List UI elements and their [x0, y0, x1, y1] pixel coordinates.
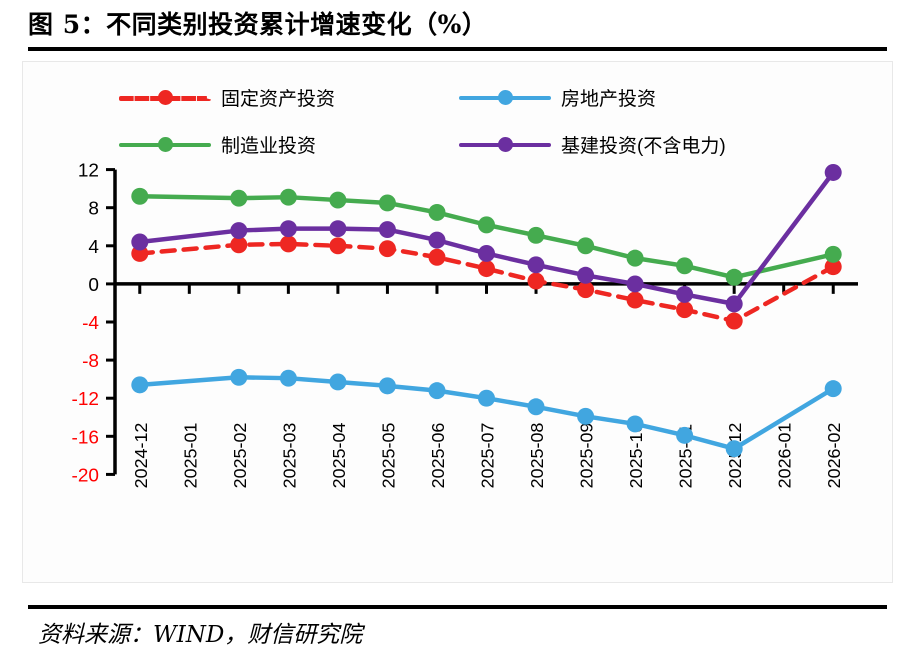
series-marker-固定资产投资: [378, 240, 396, 258]
series-marker-制造业投资: [279, 188, 297, 206]
series-marker-房地产投资: [230, 368, 248, 386]
series-marker-制造业投资: [329, 191, 347, 209]
series-marker-固定资产投资: [329, 237, 347, 255]
legend-swatch-infrastructure: [459, 136, 551, 154]
series-marker-固定资产投资: [577, 281, 595, 299]
series-marker-制造业投资: [230, 189, 248, 207]
series-marker-制造业投资: [577, 237, 595, 255]
series-marker-固定资产投资: [230, 236, 248, 254]
series-marker-房地产投资: [824, 380, 842, 398]
legend-label-fixed-asset: 固定资产投资: [221, 89, 336, 110]
series-marker-房地产投资: [478, 389, 495, 407]
series-marker-房地产投资: [676, 426, 694, 444]
y-axis-tick-label: 12: [78, 161, 99, 182]
footer-divider: [28, 605, 887, 609]
x-axis-tick-label: 2025-07: [477, 423, 497, 489]
series-marker-房地产投资: [626, 415, 644, 433]
legend-item-fixed-asset[interactable]: 固定资产投资: [119, 84, 459, 111]
legend-item-manufacturing[interactable]: 制造业投资: [119, 131, 459, 158]
x-axis-tick-label: 2025-02: [230, 423, 250, 489]
y-axis-tick-label: -20: [72, 465, 99, 486]
series-marker-固定资产投资: [428, 248, 446, 266]
line-chart-plot: 12 8 4 0 -4 -8 -12 -16 -20 2024-12 2025-01 2025-02 2…: [72, 161, 858, 489]
y-axis-tick-label: 0: [88, 275, 99, 296]
series-marker-基建投资(不含电力): [626, 275, 644, 293]
chart-frame: 固定资产投资 房地产投资 制造业投资: [22, 61, 893, 583]
legend-item-infrastructure[interactable]: 基建投资(不含电力): [459, 131, 799, 158]
series-marker-固定资产投资: [279, 235, 297, 253]
legend-label-manufacturing: 制造业投资: [221, 136, 317, 157]
legend-swatch-fixed-asset: [119, 89, 211, 107]
x-axis-tick-label: 2026-02: [824, 423, 844, 489]
x-axis-tick-label: 2025-06: [428, 423, 448, 489]
series-marker-制造业投资: [478, 216, 495, 234]
source-note: 资料来源：WIND，财信研究院: [38, 622, 363, 648]
series-marker-制造业投资: [378, 194, 396, 212]
x-axis-tick-label: 2025-10: [626, 423, 646, 489]
legend-item-real-estate[interactable]: 房地产投资: [459, 84, 799, 111]
series-marker-房地产投资: [279, 369, 297, 387]
series-marker-基建投资(不含电力): [131, 233, 149, 251]
y-axis-tick-label: -4: [82, 313, 99, 334]
series-marker-基建投资(不含电力): [428, 231, 446, 249]
series-marker-制造业投资: [527, 226, 545, 244]
series-marker-基建投资(不含电力): [230, 222, 248, 240]
series-marker-房地产投资: [577, 407, 595, 425]
chart-legend: 固定资产投资 房地产投资 制造业投资: [119, 84, 799, 158]
x-axis-tick-label: 2025-08: [527, 423, 547, 489]
series-marker-制造业投资: [428, 203, 446, 221]
series-marker-基建投资(不含电力): [329, 220, 347, 238]
series-marker-基建投资(不含电力): [725, 295, 743, 313]
series-marker-固定资产投资: [527, 272, 545, 290]
x-axis-tick-label: 2025-05: [378, 423, 398, 489]
y-axis-tick-label: -16: [72, 427, 99, 448]
chart-area: 固定资产投资 房地产投资 制造业投资: [0, 51, 915, 605]
series-marker-基建投资(不含电力): [527, 256, 545, 274]
x-axis-tick-label: 2025-03: [279, 423, 299, 489]
series-marker-制造业投资: [725, 268, 743, 286]
footer-block: 资料来源：WIND，财信研究院: [0, 605, 915, 657]
series-marker-制造业投资: [131, 187, 149, 205]
legend-swatch-manufacturing: [119, 136, 211, 154]
page-title: 图 5：不同类别投资累计增速变化（%）: [28, 10, 488, 39]
series-marker-基建投资(不含电力): [676, 285, 694, 303]
title-block: 图 5：不同类别投资累计增速变化（%）: [0, 0, 915, 51]
title-divider: [28, 47, 887, 51]
series-marker-固定资产投资: [725, 312, 743, 330]
series-marker-房地产投资: [131, 376, 149, 394]
series-marker-制造业投资: [824, 245, 842, 263]
series-marker-基建投资(不含电力): [378, 221, 396, 239]
legend-label-real-estate: 房地产投资: [561, 89, 657, 110]
x-axis-tick-label: 2025-04: [329, 423, 349, 489]
series-marker-房地产投资: [329, 373, 347, 391]
series-marker-基建投资(不含电力): [577, 266, 595, 284]
y-axis-tick-label: -12: [72, 389, 99, 410]
series-marker-房地产投资: [527, 398, 545, 416]
series-marker-固定资产投资: [478, 260, 495, 278]
series-marker-固定资产投资: [626, 291, 644, 309]
series-marker-房地产投资: [725, 440, 743, 458]
series-marker-制造业投资: [676, 257, 694, 275]
series-marker-房地产投资: [428, 382, 446, 400]
x-axis-tick-label: 2026-01: [775, 423, 795, 489]
legend-swatch-real-estate: [459, 89, 551, 107]
y-axis-tick-label: 4: [88, 237, 99, 258]
y-axis-tick-label: 8: [88, 199, 99, 220]
series-marker-制造业投资: [626, 249, 644, 267]
x-axis-tick-label: 2024-12: [131, 423, 151, 489]
series-marker-基建投资(不含电力): [279, 220, 297, 238]
series-marker-基建投资(不含电力): [824, 164, 842, 181]
series-marker-固定资产投资: [824, 258, 842, 276]
series-marker-房地产投资: [378, 377, 396, 395]
y-axis-tick-label: -8: [82, 351, 99, 372]
series-marker-基建投资(不含电力): [478, 244, 495, 262]
legend-label-infrastructure: 基建投资(不含电力): [561, 136, 726, 157]
series-marker-固定资产投资: [676, 301, 694, 319]
x-axis-tick-label: 2025-01: [180, 423, 200, 489]
x-axis-tick-label: 2025-09: [577, 423, 597, 489]
